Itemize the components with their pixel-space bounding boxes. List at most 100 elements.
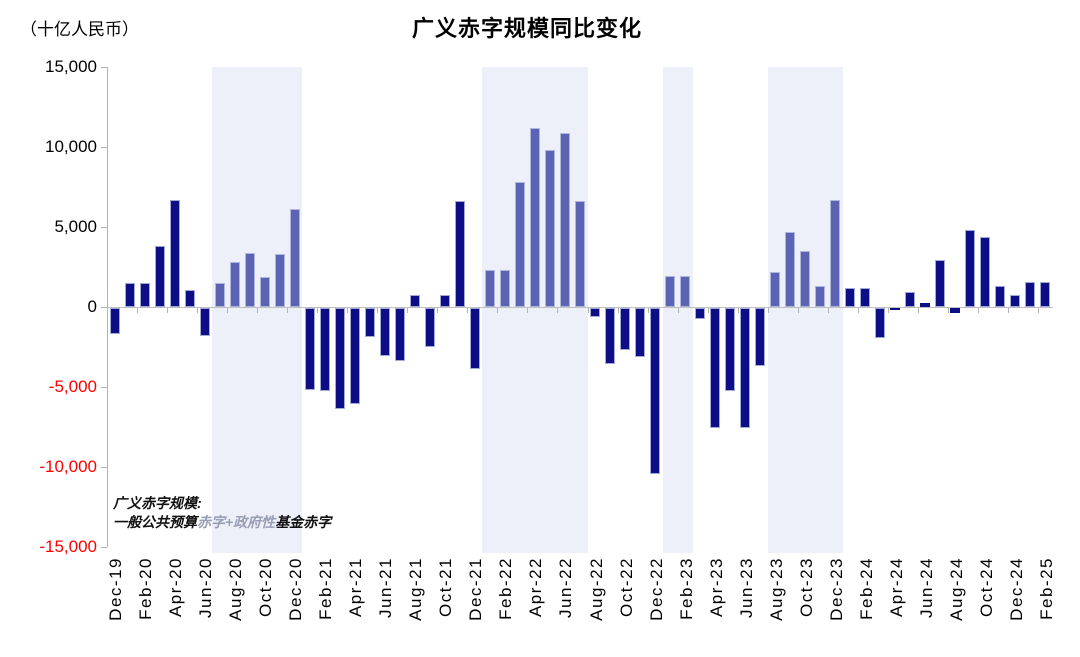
y-axis-tick: [101, 227, 107, 228]
bar-Feb-21: [319, 308, 330, 392]
bar-Jan-20: [124, 283, 135, 307]
bar-Jul-20: [214, 283, 225, 307]
x-axis-tick: [287, 308, 289, 313]
x-tick-label-Dec-21: Dec-21: [466, 557, 486, 621]
y-tick-label--15000: -15,000: [39, 537, 97, 556]
y-tick-label-5000: 5,000: [54, 217, 97, 236]
x-tick-label-Dec-23: Dec-23: [826, 557, 846, 621]
x-axis-tick: [737, 308, 739, 313]
x-axis-tick: [257, 308, 259, 313]
bar-Nov-23: [815, 286, 826, 307]
x-tick-label-Dec-22: Dec-22: [646, 557, 666, 621]
y-tick-label-10000: 10,000: [45, 137, 97, 156]
annotation-line2: 一般公共预算赤字+政府性基金赤字: [113, 514, 332, 530]
x-tick-label-Aug-23: Aug-23: [766, 557, 786, 621]
bar-Nov-22: [635, 308, 646, 357]
x-tick-label-Feb-24: Feb-24: [856, 557, 876, 620]
bar-Dec-23: [830, 199, 841, 307]
x-axis-tick: [497, 308, 499, 313]
bar-Nov-24: [995, 286, 1006, 307]
x-axis-tick: [947, 308, 949, 313]
x-axis-tick: [707, 308, 709, 313]
bar-Nov-21: [454, 200, 465, 307]
x-tick-label-Oct-22: Oct-22: [616, 557, 636, 618]
bar-Jun-20: [199, 308, 210, 336]
bar-Oct-22: [620, 308, 631, 350]
y-axis-tick: [101, 307, 107, 308]
bar-Feb-24: [860, 287, 871, 307]
y-tick-label-0: 0: [87, 297, 97, 316]
bar-Feb-20: [139, 283, 150, 307]
x-tick-label-Aug-20: Aug-20: [226, 557, 246, 621]
bar-Mar-20: [154, 246, 165, 307]
bar-Sep-23: [785, 231, 796, 307]
x-tick-label-Jun-22: Jun-22: [556, 557, 576, 618]
x-tick-label-Oct-24: Oct-24: [976, 557, 996, 618]
x-tick-label-Dec-19: Dec-19: [106, 557, 125, 621]
bar-Feb-23: [680, 275, 691, 307]
x-tick-label-Dec-20: Dec-20: [286, 557, 306, 621]
bar-Jun-23: [740, 308, 751, 428]
bar-May-22: [544, 150, 555, 307]
x-axis-zero-line: [107, 307, 1053, 308]
bar-Apr-20: [169, 199, 180, 307]
x-tick-label-Aug-24: Aug-24: [946, 557, 966, 621]
y-axis-tick: [101, 67, 107, 68]
x-tick-label-Apr-22: Apr-22: [526, 557, 546, 618]
x-tick-label-Feb-25: Feb-25: [1036, 557, 1056, 620]
bar-Aug-22: [590, 308, 601, 317]
bar-Feb-22: [499, 270, 510, 307]
y-tick-label-15000: 15,000: [45, 57, 97, 76]
x-axis-tick: [467, 308, 469, 313]
x-axis-tick: [137, 308, 139, 313]
bar-May-21: [364, 308, 375, 337]
bar-Apr-22: [529, 127, 540, 307]
bar-Dec-19: [109, 308, 120, 334]
bar-Jul-24: [935, 259, 946, 307]
x-axis-tick: [167, 308, 169, 313]
bar-Jun-22: [559, 132, 570, 307]
bar-Jan-22: [484, 270, 495, 307]
x-axis-tick: [887, 308, 889, 313]
bar-Apr-21: [349, 308, 360, 404]
bar-Apr-24: [890, 308, 901, 311]
y-axis-unit-label: （十亿人民币）: [20, 20, 139, 39]
bar-Sep-24: [965, 230, 976, 307]
bar-May-20: [184, 290, 195, 307]
bar-Mar-21: [334, 308, 345, 409]
x-tick-label-Jun-24: Jun-24: [916, 557, 936, 618]
x-tick-label-Feb-22: Feb-22: [496, 557, 516, 620]
x-tick-label-Feb-21: Feb-21: [316, 557, 336, 620]
x-tick-label-Oct-23: Oct-23: [796, 557, 816, 618]
bar-Apr-23: [710, 308, 721, 428]
x-tick-label-Aug-22: Aug-22: [586, 557, 606, 621]
x-axis-tick: [587, 308, 589, 313]
x-axis-tick: [107, 308, 108, 313]
bar-Aug-21: [409, 295, 420, 307]
chart-annotation: 广义赤字规模: 一般公共预算赤字+政府性基金赤字: [113, 494, 331, 532]
bar-Jan-21: [304, 308, 315, 390]
bar-Aug-23: [770, 271, 781, 307]
highlight-band-Aug-23-Dec-23: [767, 67, 843, 553]
bar-Dec-22: [650, 308, 661, 475]
x-axis-tick: [617, 308, 619, 313]
bar-Jul-21: [394, 308, 405, 361]
bar-May-23: [725, 308, 736, 392]
x-tick-label-Apr-24: Apr-24: [886, 557, 906, 618]
x-axis-tick: [647, 308, 649, 313]
x-tick-label-Apr-20: Apr-20: [166, 557, 186, 618]
x-tick-label-Apr-21: Apr-21: [346, 557, 366, 618]
x-tick-label-Apr-23: Apr-23: [706, 557, 726, 618]
x-axis-tick: [527, 308, 529, 313]
bar-May-24: [905, 291, 916, 307]
bar-Feb-25: [1040, 282, 1051, 307]
bar-Sep-20: [244, 252, 255, 307]
x-axis-tick: [857, 308, 859, 313]
x-tick-label-Jun-20: Jun-20: [196, 557, 216, 618]
bar-Jul-23: [755, 308, 766, 366]
x-axis-tick: [917, 308, 919, 313]
x-axis-tick: [1007, 308, 1009, 313]
y-axis-tick: [101, 147, 107, 148]
x-tick-label-Oct-20: Oct-20: [256, 557, 276, 618]
